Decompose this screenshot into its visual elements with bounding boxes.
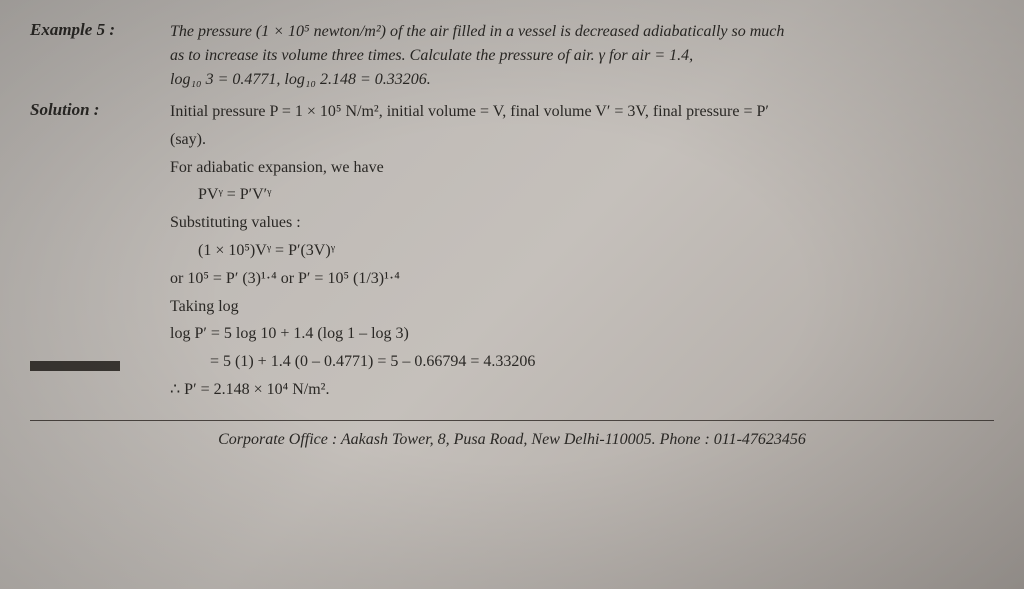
- equation: ∴ P′ = 2.148 × 10⁴ N/m².: [170, 378, 994, 403]
- example-header-row: Example 5 : The pressure (1 × 10⁵ newton…: [30, 20, 994, 92]
- equation: or 10⁵ = P′ (3)¹·⁴ or P′ = 10⁵ (1/3)¹·⁴: [170, 267, 994, 292]
- solution-content: Initial pressure P = 1 × 10⁵ N/m², initi…: [170, 100, 994, 406]
- problem-line: The pressure (1 × 10⁵ newton/m²) of the …: [170, 20, 994, 44]
- solution-block: Solution : Initial pressure P = 1 × 10⁵ …: [30, 100, 994, 406]
- problem-line: log₁₀ 3 = 0.4771, log₁₀ 2.148 = 0.33206.: [170, 68, 994, 92]
- equation: log P′ = 5 log 10 + 1.4 (log 1 – log 3): [170, 322, 994, 347]
- solution-text: For adiabatic expansion, we have: [170, 156, 994, 181]
- solution-line-text: Initial pressure P = 1 × 10⁵ N/m², initi…: [170, 103, 769, 120]
- solution-text: Substituting values :: [170, 211, 994, 236]
- footer-text: Corporate Office : Aakash Tower, 8, Pusa…: [30, 431, 994, 449]
- solution-text: Taking log: [170, 295, 994, 320]
- textbook-page: Example 5 : The pressure (1 × 10⁵ newton…: [30, 20, 994, 449]
- problem-statement: The pressure (1 × 10⁵ newton/m²) of the …: [170, 20, 994, 92]
- solution-text: Initial pressure P = 1 × 10⁵ N/m², initi…: [170, 100, 994, 125]
- solution-text: (say).: [170, 128, 994, 153]
- decorative-bar: [30, 361, 120, 371]
- equation: (1 × 10⁵)Vᵞ = P′(3V)ᵞ: [170, 239, 994, 264]
- equation: PVᵞ = P′V′ᵞ: [170, 183, 994, 208]
- divider: [30, 420, 994, 421]
- equation: = 5 (1) + 1.4 (0 – 0.4771) = 5 – 0.66794…: [170, 350, 994, 375]
- problem-line: as to increase its volume three times. C…: [170, 44, 994, 68]
- example-label: Example 5 :: [30, 20, 170, 92]
